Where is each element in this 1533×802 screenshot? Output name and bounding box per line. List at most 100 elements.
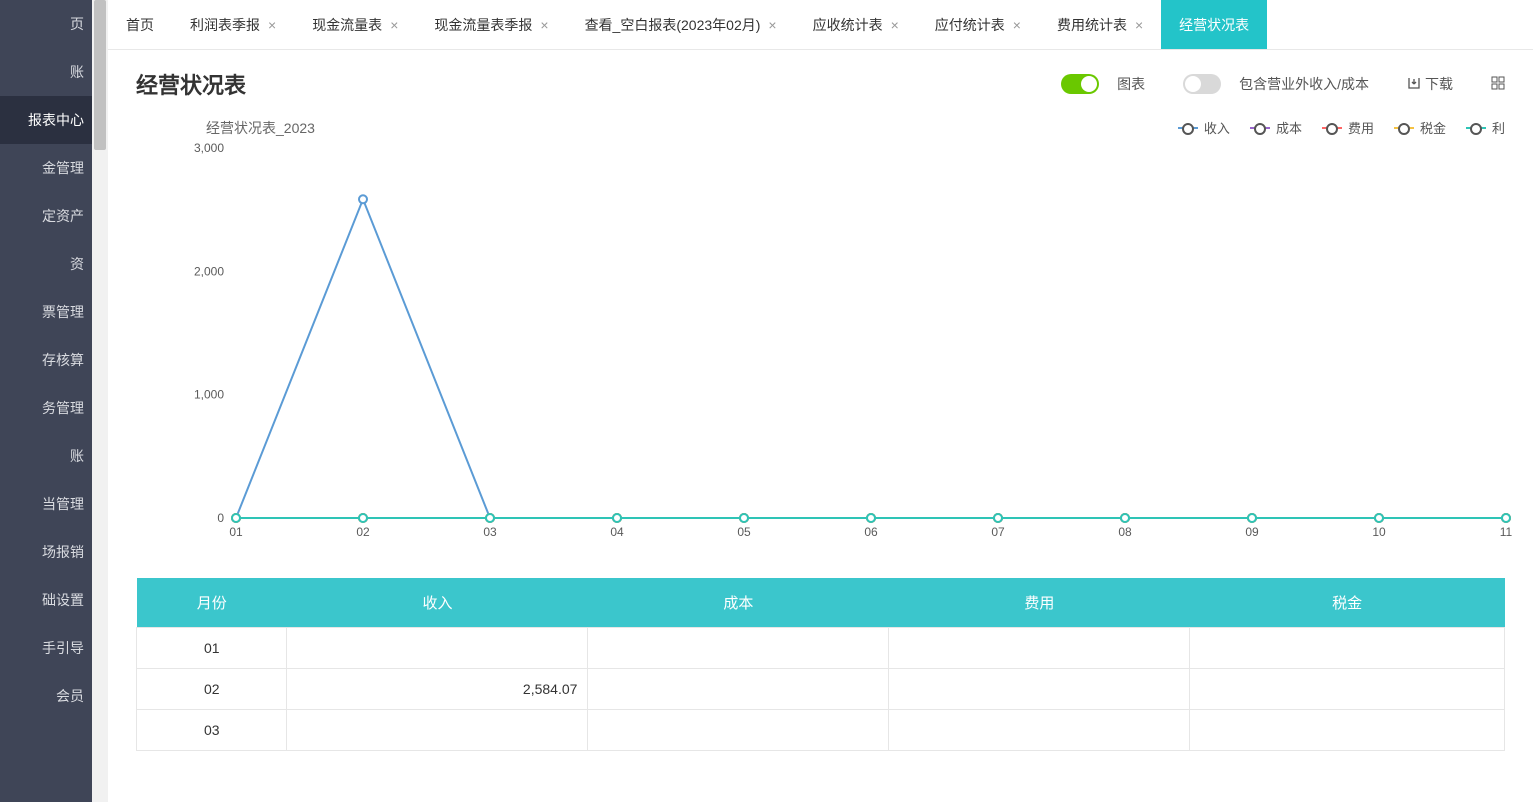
column-header: 收入 <box>287 578 588 628</box>
legend-item-成本[interactable]: 成本 <box>1250 118 1302 137</box>
svg-text:01: 01 <box>229 525 243 539</box>
sidebar-item-6[interactable]: 票管理 <box>0 288 92 336</box>
legend-label: 税金 <box>1420 118 1446 137</box>
svg-text:04: 04 <box>610 525 624 539</box>
legend-label: 利 <box>1492 118 1505 137</box>
column-header: 月份 <box>137 578 287 628</box>
close-icon[interactable]: × <box>1135 17 1143 33</box>
tab-bar: 首页利润表季报×现金流量表×现金流量表季报×查看_空白报表(2023年02月)×… <box>108 0 1533 50</box>
cell-value <box>1190 710 1505 751</box>
tab-label: 费用统计表 <box>1057 15 1127 35</box>
page-title: 经营状况表 <box>136 68 246 100</box>
legend-marker <box>1178 127 1198 129</box>
svg-text:2,000: 2,000 <box>194 264 224 278</box>
sidebar-item-12[interactable]: 础设置 <box>0 576 92 624</box>
sidebar-item-1[interactable]: 账 <box>0 48 92 96</box>
line-chart: 01,0002,0003,0000102030405060708091011 <box>136 118 1516 558</box>
legend-item-税金[interactable]: 税金 <box>1394 118 1446 137</box>
toggle-chart[interactable] <box>1061 74 1099 94</box>
cell-value <box>588 628 889 669</box>
scrollbar-thumb[interactable] <box>94 0 106 150</box>
tab-label: 利润表季报 <box>190 15 260 35</box>
tab-3[interactable]: 现金流量表季报× <box>416 0 566 49</box>
legend-item-费用[interactable]: 费用 <box>1322 118 1374 137</box>
page-header: 经营状况表 图表 包含营业外收入/成本 下载 <box>108 50 1533 118</box>
tab-1[interactable]: 利润表季报 × <box>172 0 294 49</box>
sidebar-item-8[interactable]: 务管理 <box>0 384 92 432</box>
tab-7[interactable]: 费用统计表 × <box>1039 0 1161 49</box>
cell-value <box>287 628 588 669</box>
cell-value <box>588 669 889 710</box>
more-icon <box>1491 76 1505 93</box>
legend-item-利[interactable]: 利 <box>1466 118 1505 137</box>
tab-4[interactable]: 查看_空白报表(2023年02月)× <box>567 0 795 49</box>
legend-label: 费用 <box>1348 118 1374 137</box>
close-icon[interactable]: × <box>1013 17 1021 33</box>
table-row: 01 <box>137 628 1505 669</box>
sidebar-item-7[interactable]: 存核算 <box>0 336 92 384</box>
toggle-extra-income[interactable] <box>1183 74 1221 94</box>
legend-label: 收入 <box>1204 118 1230 137</box>
close-icon[interactable]: × <box>891 17 899 33</box>
cell-value <box>287 710 588 751</box>
sidebar-scrollbar[interactable] <box>92 0 108 802</box>
close-icon[interactable]: × <box>268 17 276 33</box>
tab-label: 应付统计表 <box>935 15 1005 35</box>
sidebar-item-14[interactable]: 会员 <box>0 672 92 720</box>
download-label: 下载 <box>1425 74 1453 94</box>
sidebar-item-11[interactable]: 场报销 <box>0 528 92 576</box>
cell-value <box>588 710 889 751</box>
legend-marker <box>1466 127 1486 129</box>
download-button[interactable]: 下载 <box>1407 74 1453 94</box>
cell-value: 2,584.07 <box>287 669 588 710</box>
table-row: 022,584.07 <box>137 669 1505 710</box>
chart-container: 经营状况表_2023 收入 成本 费用 税金 利 0 1,000 2,000 3,000 01 0… <box>136 118 1505 558</box>
tab-label: 现金流量表 <box>312 15 382 35</box>
legend-label: 成本 <box>1276 118 1302 137</box>
chart-title: 经营状况表_2023 <box>206 118 315 138</box>
cell-value <box>1190 669 1505 710</box>
more-button[interactable] <box>1491 76 1505 93</box>
cell-month: 01 <box>137 628 287 669</box>
cell-value <box>1190 628 1505 669</box>
tab-0[interactable]: 首页 <box>108 0 172 49</box>
tab-5[interactable]: 应收统计表 × <box>795 0 917 49</box>
sidebar-item-0[interactable]: 页 <box>0 0 92 48</box>
data-table: 月份收入成本费用税金 01022,584.0703 <box>136 578 1505 751</box>
svg-text:08: 08 <box>1118 525 1132 539</box>
cell-month: 03 <box>137 710 287 751</box>
svg-text:05: 05 <box>737 525 751 539</box>
svg-text:02: 02 <box>356 525 370 539</box>
cell-month: 02 <box>137 669 287 710</box>
svg-text:03: 03 <box>483 525 497 539</box>
svg-text:0: 0 <box>217 511 224 525</box>
svg-text:09: 09 <box>1245 525 1259 539</box>
tab-label: 应收统计表 <box>813 15 883 35</box>
tab-6[interactable]: 应付统计表 × <box>917 0 1039 49</box>
legend-marker <box>1394 127 1414 129</box>
sidebar-item-3[interactable]: 金管理 <box>0 144 92 192</box>
svg-text:06: 06 <box>864 525 878 539</box>
close-icon[interactable]: × <box>540 17 548 33</box>
sidebar-item-5[interactable]: 资 <box>0 240 92 288</box>
sidebar-item-13[interactable]: 手引导 <box>0 624 92 672</box>
close-icon[interactable]: × <box>768 17 776 33</box>
cell-value <box>889 710 1190 751</box>
cell-value <box>889 669 1190 710</box>
legend-marker <box>1250 127 1270 129</box>
toggle-chart-label: 图表 <box>1117 74 1145 94</box>
toggle-extra-label: 包含营业外收入/成本 <box>1239 74 1369 94</box>
sidebar-item-9[interactable]: 账 <box>0 432 92 480</box>
sidebar-item-4[interactable]: 定资产 <box>0 192 92 240</box>
chart-legend: 收入 成本 费用 税金 利 <box>1178 118 1505 137</box>
close-icon[interactable]: × <box>390 17 398 33</box>
sidebar-item-10[interactable]: 当管理 <box>0 480 92 528</box>
sidebar-item-2[interactable]: 报表中心 <box>0 96 92 144</box>
svg-text:10: 10 <box>1372 525 1386 539</box>
legend-item-收入[interactable]: 收入 <box>1178 118 1230 137</box>
svg-text:1,000: 1,000 <box>194 388 224 402</box>
svg-text:3,000: 3,000 <box>194 141 224 155</box>
tab-8[interactable]: 经营状况表 <box>1161 0 1267 49</box>
tab-2[interactable]: 现金流量表 × <box>294 0 416 49</box>
download-icon <box>1407 76 1421 93</box>
